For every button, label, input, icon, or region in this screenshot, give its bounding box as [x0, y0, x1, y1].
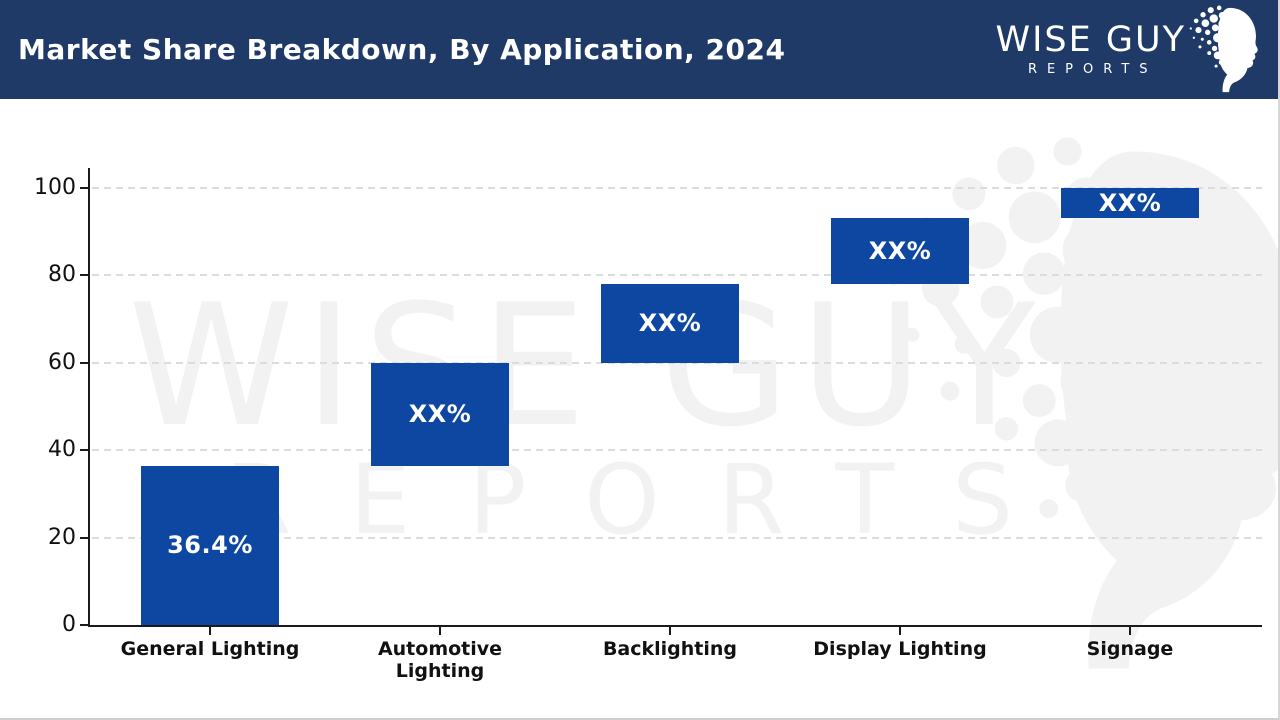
bar-value-label: XX%	[868, 236, 932, 265]
brand-wordmark: WISE GUY REPORTS	[995, 19, 1186, 77]
header-bar: Market Share Breakdown, By Application, …	[0, 0, 1278, 99]
bar-backlighting: XX%	[601, 283, 739, 363]
y-tick	[80, 274, 88, 276]
bar-display-lighting: XX%	[831, 218, 969, 284]
x-category-label-display-lighting: Display Lighting	[813, 638, 987, 660]
y-tick-label: 60	[48, 349, 76, 375]
gridline	[92, 449, 1262, 451]
bar-value-label: XX%	[408, 400, 472, 429]
x-tick	[209, 627, 211, 635]
x-category-label-general-lighting: General Lighting	[120, 638, 300, 660]
y-tick	[80, 536, 88, 539]
bar-value-label: XX%	[1098, 188, 1162, 217]
y-tick	[80, 186, 88, 189]
bar-general-lighting: 36.4%	[141, 465, 279, 625]
y-tick-label: 20	[48, 524, 76, 550]
x-tick	[1129, 627, 1131, 635]
watermark-subtext: REPORTS	[225, 444, 1072, 556]
bar-signage: XX%	[1061, 187, 1199, 219]
x-category-label-signage: Signage	[1086, 638, 1174, 660]
bar-automotive-lighting: XX%	[371, 362, 509, 466]
page-title: Market Share Breakdown, By Application, …	[18, 33, 786, 66]
y-tick-label: 80	[48, 262, 76, 287]
y-tick	[80, 449, 88, 451]
brand-name-text: WISE GUY	[995, 19, 1186, 60]
y-tick	[80, 361, 88, 364]
y-axis-line	[88, 168, 90, 627]
bar-value-label: 36.4%	[167, 531, 253, 560]
x-tick	[439, 627, 441, 635]
x-tick	[899, 627, 901, 635]
gridline	[92, 186, 1262, 189]
bar-value-label: XX%	[638, 309, 702, 338]
y-tick	[80, 624, 88, 626]
gridline	[92, 536, 1262, 539]
brand-subtitle-text: REPORTS	[1027, 61, 1158, 77]
x-tick	[669, 627, 671, 635]
y-tick-label: 0	[62, 612, 76, 637]
x-category-label-automotive-lighting: Automotive Lighting	[377, 638, 503, 682]
y-tick-label: 100	[34, 174, 76, 200]
wise-guy-face-icon	[1189, 5, 1258, 92]
gridline	[92, 274, 1262, 276]
x-category-label-backlighting: Backlighting	[602, 638, 738, 660]
watermark-wordmark: WISE GUY	[128, 268, 1046, 464]
y-tick-label: 40	[48, 437, 76, 462]
gridline	[92, 361, 1262, 364]
x-axis-line	[88, 625, 1262, 627]
brand-logo: WISE GUY REPORTS	[995, 4, 1266, 96]
